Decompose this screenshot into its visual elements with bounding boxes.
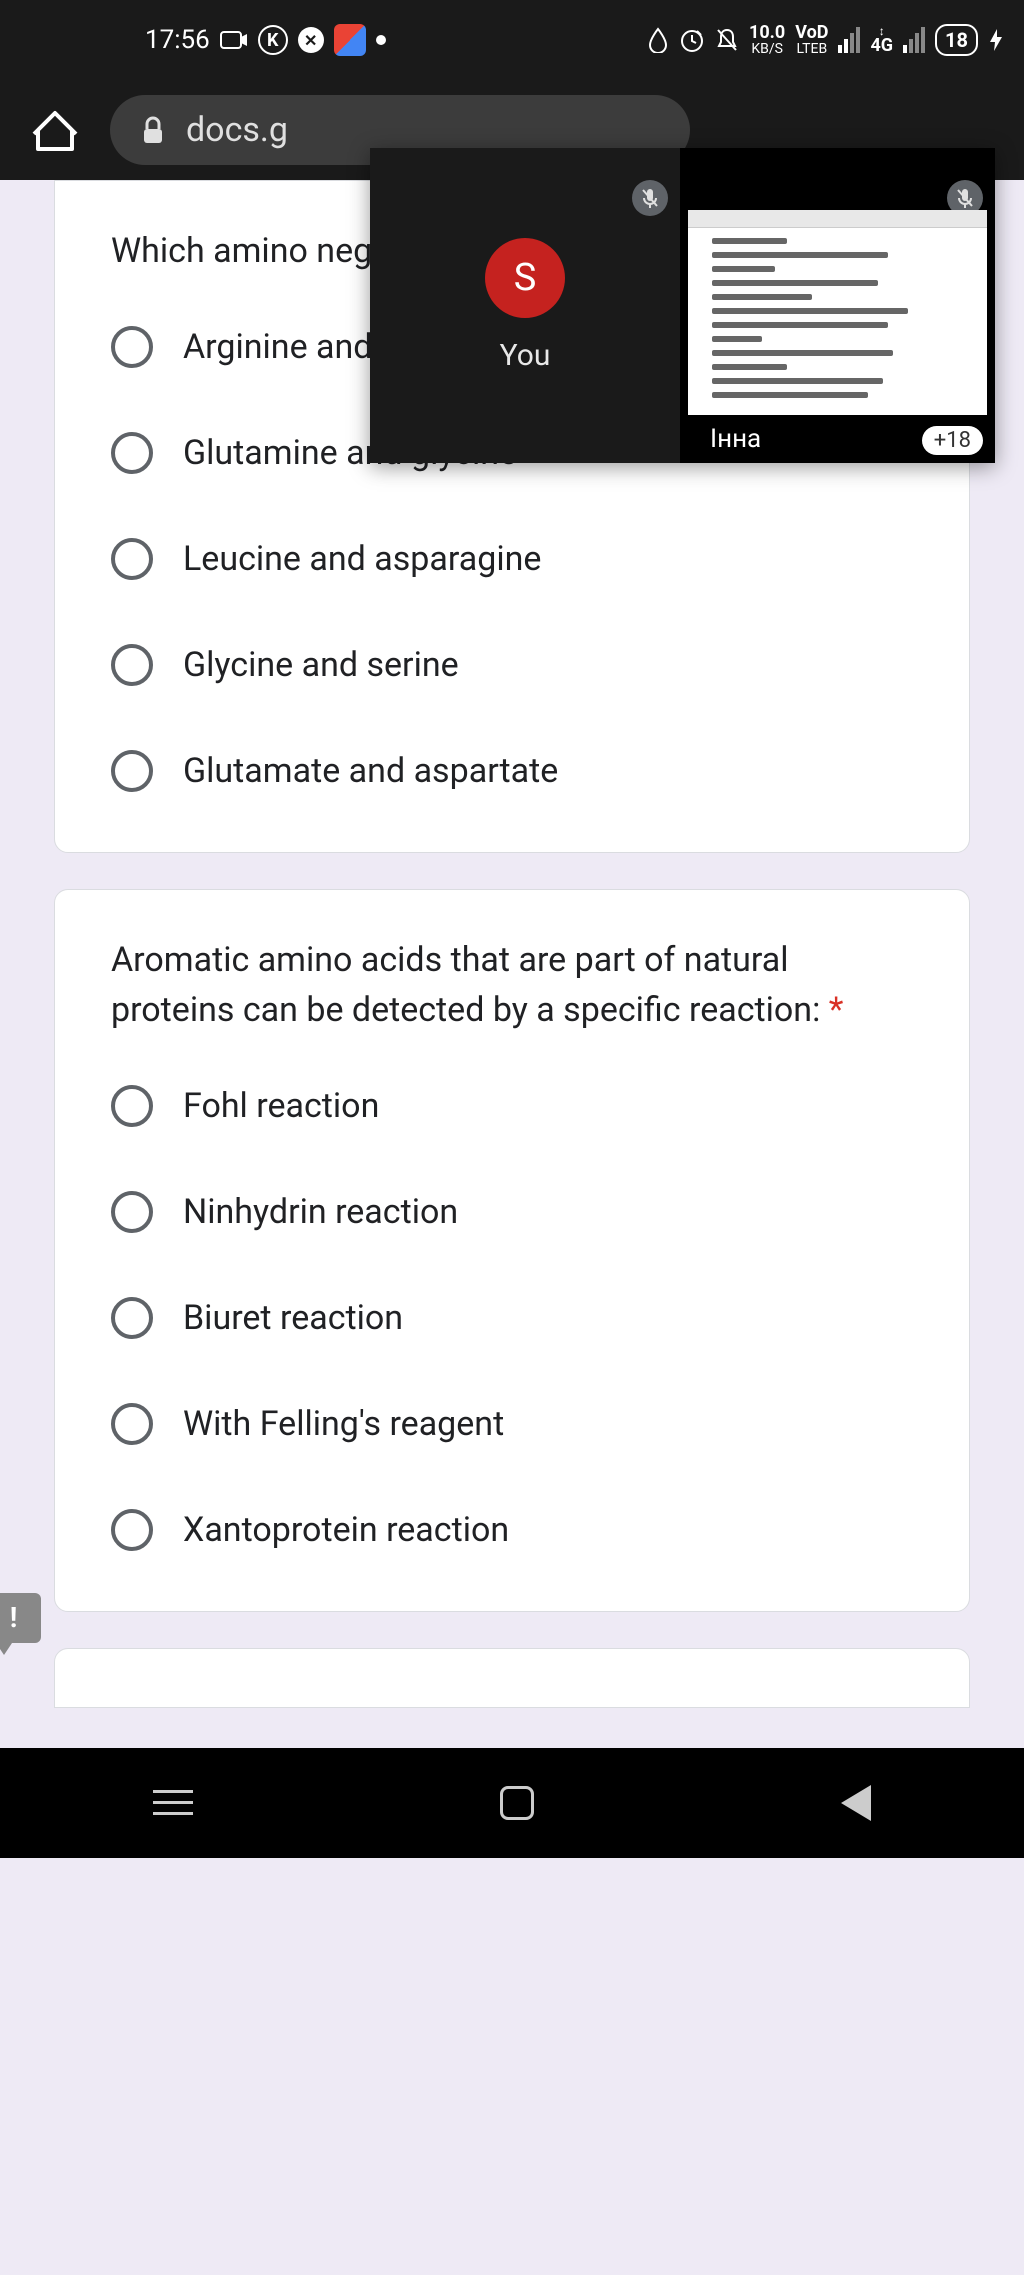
meet-self-tile[interactable]: S You	[370, 148, 680, 463]
battery-indicator: 18	[935, 24, 978, 56]
radio-icon[interactable]	[111, 1509, 153, 1551]
volte-indicator: VoD LTEB	[795, 24, 828, 56]
meet-peer-tile[interactable]: Інна +18	[680, 148, 995, 463]
net-rate-indicator: 10.0 KB/S	[749, 24, 785, 56]
radio-icon[interactable]	[111, 1191, 153, 1233]
q1-option-label-3: Glycine and serine	[183, 645, 459, 685]
shared-screen-thumbnail	[688, 210, 987, 415]
q1-option-3[interactable]: Glycine and serine	[111, 644, 913, 686]
radio-icon[interactable]	[111, 538, 153, 580]
peer-name-label: Інна	[710, 424, 761, 454]
q2-option-3[interactable]: With Felling's reagent	[111, 1403, 913, 1445]
lock-icon	[140, 115, 166, 145]
radio-icon[interactable]	[111, 750, 153, 792]
dot-separator-icon	[376, 35, 386, 45]
net-type-indicator: ↕ 4G	[870, 25, 893, 55]
k-badge-icon: K	[258, 25, 288, 55]
q2-option-2[interactable]: Biuret reaction	[111, 1297, 913, 1339]
mic-muted-icon	[632, 180, 668, 216]
self-avatar: S	[485, 238, 565, 318]
camera-icon	[220, 29, 248, 51]
q2-option-label-1: Ninhydrin reaction	[183, 1192, 458, 1232]
nav-home-button[interactable]	[500, 1786, 534, 1820]
participant-count-badge[interactable]: +18	[922, 426, 983, 455]
question-card-2: Aromatic amino acids that are part of na…	[54, 889, 970, 1612]
android-status-bar: 17:56 K ✕ 10.0 KB/S VoD LTEB ↕	[0, 0, 1024, 80]
q2-option-label-2: Biuret reaction	[183, 1298, 403, 1338]
url-text: docs.g	[186, 110, 288, 150]
android-nav-bar	[0, 1748, 1024, 1858]
browser-home-button[interactable]	[30, 105, 80, 155]
question-card-next-stub	[54, 1648, 970, 1708]
signal-bars-2-icon	[903, 27, 925, 53]
status-time: 17:56	[145, 25, 210, 55]
q2-option-0[interactable]: Fohl reaction	[111, 1085, 913, 1127]
question-2-text: Aromatic amino acids that are part of na…	[111, 936, 913, 1035]
radio-icon[interactable]	[111, 644, 153, 686]
radio-icon[interactable]	[111, 326, 153, 368]
radio-icon[interactable]	[111, 1297, 153, 1339]
drop-icon	[647, 27, 669, 53]
charging-bolt-icon	[988, 27, 1004, 53]
q2-option-4[interactable]: Xantoprotein reaction	[111, 1509, 913, 1551]
q2-option-label-4: Xantoprotein reaction	[183, 1510, 509, 1550]
close-badge-icon: ✕	[298, 27, 324, 53]
radio-icon[interactable]	[111, 1403, 153, 1445]
q1-option-label-4: Glutamate and aspartate	[183, 751, 558, 791]
q2-option-label-3: With Felling's reagent	[183, 1404, 504, 1444]
q1-option-4[interactable]: Glutamate and aspartate	[111, 750, 913, 792]
radio-icon[interactable]	[111, 1085, 153, 1127]
bell-off-icon	[715, 27, 739, 53]
signal-bars-icon	[838, 27, 860, 53]
self-label: You	[500, 338, 551, 373]
q1-option-2[interactable]: Leucine and asparagine	[111, 538, 913, 580]
q2-option-label-0: Fohl reaction	[183, 1086, 379, 1126]
timer-icon	[679, 27, 705, 53]
maps-icon	[334, 24, 366, 56]
q1-option-label-2: Leucine and asparagine	[183, 539, 541, 579]
nav-back-button[interactable]	[841, 1785, 871, 1821]
required-star-icon: *	[829, 990, 844, 1030]
radio-icon[interactable]	[111, 432, 153, 474]
meet-pip-overlay[interactable]: S You Інна +18	[370, 148, 995, 463]
report-problem-button[interactable]: !	[0, 1593, 41, 1643]
q2-option-1[interactable]: Ninhydrin reaction	[111, 1191, 913, 1233]
nav-recents-button[interactable]	[153, 1790, 193, 1815]
